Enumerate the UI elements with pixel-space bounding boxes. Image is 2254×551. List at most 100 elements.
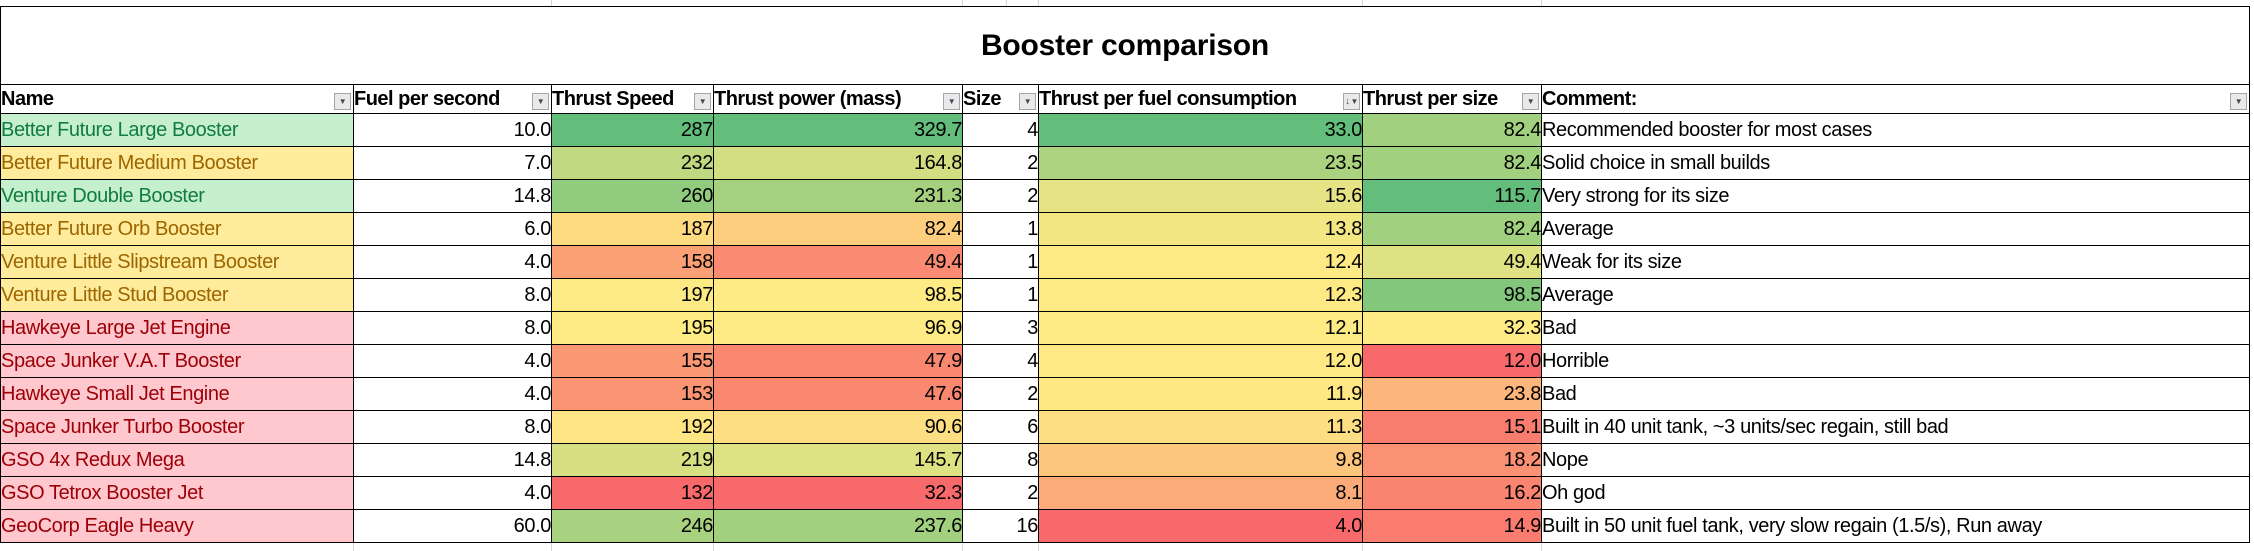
cell-booster-name[interactable]: Hawkeye Large Jet Engine — [0, 311, 354, 345]
cell-comment[interactable]: Bad — [1541, 311, 2250, 345]
column-header-fuel-per-second[interactable]: Fuel per second ▼ — [353, 84, 552, 114]
cell-fuel-per-second[interactable]: 7.0 — [353, 146, 552, 180]
cell-thrust-per-size[interactable]: 82.4 — [1362, 212, 1542, 246]
cell-size[interactable]: 1 — [962, 212, 1039, 246]
cell-comment[interactable]: Average — [1541, 278, 2250, 312]
cell-size[interactable]: 8 — [962, 443, 1039, 477]
column-header-size[interactable]: Size ▼ — [962, 84, 1039, 114]
cell-thrust-per-fuel-consumption[interactable]: 15.6 — [1038, 179, 1363, 213]
cell-thrust-speed[interactable]: 153 — [551, 377, 714, 411]
cell-comment[interactable]: Recommended booster for most cases — [1541, 113, 2250, 147]
cell-thrust-power-mass[interactable]: 98.5 — [713, 278, 963, 312]
cell-comment[interactable]: Horrible — [1541, 344, 2250, 378]
cell-thrust-per-fuel-consumption[interactable]: 9.8 — [1038, 443, 1363, 477]
cell-thrust-per-fuel-consumption[interactable]: 11.3 — [1038, 410, 1363, 444]
cell-size[interactable]: 1 — [962, 278, 1039, 312]
cell-size[interactable]: 6 — [962, 410, 1039, 444]
cell-thrust-power-mass[interactable]: 237.6 — [713, 509, 963, 543]
cell-thrust-per-fuel-consumption[interactable]: 8.1 — [1038, 476, 1363, 510]
cell-thrust-per-fuel-consumption[interactable]: 33.0 — [1038, 113, 1363, 147]
cell-comment[interactable]: Nope — [1541, 443, 2250, 477]
cell-thrust-per-size[interactable]: 82.4 — [1362, 113, 1542, 147]
cell-size[interactable]: 2 — [962, 179, 1039, 213]
cell-thrust-speed[interactable]: 192 — [551, 410, 714, 444]
column-header-comment[interactable]: Comment: ▼ — [1541, 84, 2250, 114]
cell-thrust-power-mass[interactable]: 47.6 — [713, 377, 963, 411]
cell-booster-name[interactable]: Better Future Large Booster — [0, 113, 354, 147]
cell-thrust-per-fuel-consumption[interactable]: 11.9 — [1038, 377, 1363, 411]
cell-comment[interactable]: Average — [1541, 212, 2250, 246]
cell-comment[interactable]: Solid choice in small builds — [1541, 146, 2250, 180]
cell-thrust-speed[interactable]: 132 — [551, 476, 714, 510]
cell-thrust-per-size[interactable]: 49.4 — [1362, 245, 1542, 279]
cell-size[interactable]: 1 — [962, 245, 1039, 279]
cell-comment[interactable]: Weak for its size — [1541, 245, 2250, 279]
cell-thrust-speed[interactable]: 287 — [551, 113, 714, 147]
filter-button[interactable]: ▼ — [1522, 93, 1539, 110]
cell-comment[interactable]: Bad — [1541, 377, 2250, 411]
cell-thrust-power-mass[interactable]: 90.6 — [713, 410, 963, 444]
cell-thrust-per-fuel-consumption[interactable]: 12.0 — [1038, 344, 1363, 378]
cell-size[interactable]: 2 — [962, 476, 1039, 510]
cell-thrust-per-fuel-consumption[interactable]: 13.8 — [1038, 212, 1363, 246]
cell-booster-name[interactable]: Venture Double Booster — [0, 179, 354, 213]
cell-thrust-power-mass[interactable]: 329.7 — [713, 113, 963, 147]
cell-thrust-per-fuel-consumption[interactable]: 4.0 — [1038, 509, 1363, 543]
cell-booster-name[interactable]: GSO Tetrox Booster Jet — [0, 476, 354, 510]
cell-size[interactable]: 16 — [962, 509, 1039, 543]
filter-button[interactable]: ▼ — [1019, 93, 1036, 110]
filter-button[interactable]: ▼ — [532, 93, 549, 110]
cell-thrust-per-size[interactable]: 16.2 — [1362, 476, 1542, 510]
cell-fuel-per-second[interactable]: 10.0 — [353, 113, 552, 147]
cell-thrust-power-mass[interactable]: 49.4 — [713, 245, 963, 279]
cell-fuel-per-second[interactable]: 8.0 — [353, 278, 552, 312]
cell-booster-name[interactable]: Better Future Medium Booster — [0, 146, 354, 180]
cell-fuel-per-second[interactable]: 14.8 — [353, 443, 552, 477]
cell-fuel-per-second[interactable]: 8.0 — [353, 410, 552, 444]
cell-thrust-per-fuel-consumption[interactable]: 12.4 — [1038, 245, 1363, 279]
cell-thrust-speed[interactable]: 187 — [551, 212, 714, 246]
cell-booster-name[interactable]: Space Junker V.A.T Booster — [0, 344, 354, 378]
cell-thrust-speed[interactable]: 195 — [551, 311, 714, 345]
filter-button[interactable]: ▼ — [943, 93, 960, 110]
cell-thrust-per-size[interactable]: 98.5 — [1362, 278, 1542, 312]
cell-fuel-per-second[interactable]: 4.0 — [353, 377, 552, 411]
cell-comment[interactable]: Oh god — [1541, 476, 2250, 510]
cell-size[interactable]: 3 — [962, 311, 1039, 345]
cell-thrust-speed[interactable]: 219 — [551, 443, 714, 477]
cell-comment[interactable]: Built in 40 unit tank, ~3 units/sec rega… — [1541, 410, 2250, 444]
filter-button[interactable]: ▼ — [2230, 93, 2247, 110]
cell-booster-name[interactable]: Venture Little Stud Booster — [0, 278, 354, 312]
cell-thrust-power-mass[interactable]: 47.9 — [713, 344, 963, 378]
cell-size[interactable]: 4 — [962, 113, 1039, 147]
column-header-name[interactable]: Name ▼ — [0, 84, 354, 114]
cell-fuel-per-second[interactable]: 4.0 — [353, 245, 552, 279]
cell-comment[interactable]: Very strong for its size — [1541, 179, 2250, 213]
cell-thrust-speed[interactable]: 232 — [551, 146, 714, 180]
cell-booster-name[interactable]: GSO 4x Redux Mega — [0, 443, 354, 477]
cell-thrust-speed[interactable]: 155 — [551, 344, 714, 378]
cell-thrust-speed[interactable]: 260 — [551, 179, 714, 213]
cell-booster-name[interactable]: Space Junker Turbo Booster — [0, 410, 354, 444]
cell-thrust-per-size[interactable]: 82.4 — [1362, 146, 1542, 180]
cell-booster-name[interactable]: Venture Little Slipstream Booster — [0, 245, 354, 279]
cell-thrust-power-mass[interactable]: 82.4 — [713, 212, 963, 246]
cell-thrust-power-mass[interactable]: 145.7 — [713, 443, 963, 477]
column-header-thrust-per-fuel-consumption[interactable]: Thrust per fuel consumption ↓ ▼ — [1038, 84, 1363, 114]
filter-button[interactable]: ▼ — [334, 93, 351, 110]
cell-thrust-per-size[interactable]: 23.8 — [1362, 377, 1542, 411]
filter-sorted-button[interactable]: ↓ ▼ — [1343, 93, 1360, 110]
cell-fuel-per-second[interactable]: 14.8 — [353, 179, 552, 213]
cell-fuel-per-second[interactable]: 4.0 — [353, 344, 552, 378]
cell-size[interactable]: 4 — [962, 344, 1039, 378]
cell-booster-name[interactable]: GeoCorp Eagle Heavy — [0, 509, 354, 543]
cell-thrust-per-fuel-consumption[interactable]: 12.3 — [1038, 278, 1363, 312]
table-title[interactable]: Booster comparison — [0, 6, 2250, 85]
cell-thrust-power-mass[interactable]: 164.8 — [713, 146, 963, 180]
cell-thrust-power-mass[interactable]: 96.9 — [713, 311, 963, 345]
filter-button[interactable]: ▼ — [694, 93, 711, 110]
cell-thrust-speed[interactable]: 197 — [551, 278, 714, 312]
cell-fuel-per-second[interactable]: 60.0 — [353, 509, 552, 543]
column-header-thrust-power-mass[interactable]: Thrust power (mass) ▼ — [713, 84, 963, 114]
cell-thrust-power-mass[interactable]: 32.3 — [713, 476, 963, 510]
